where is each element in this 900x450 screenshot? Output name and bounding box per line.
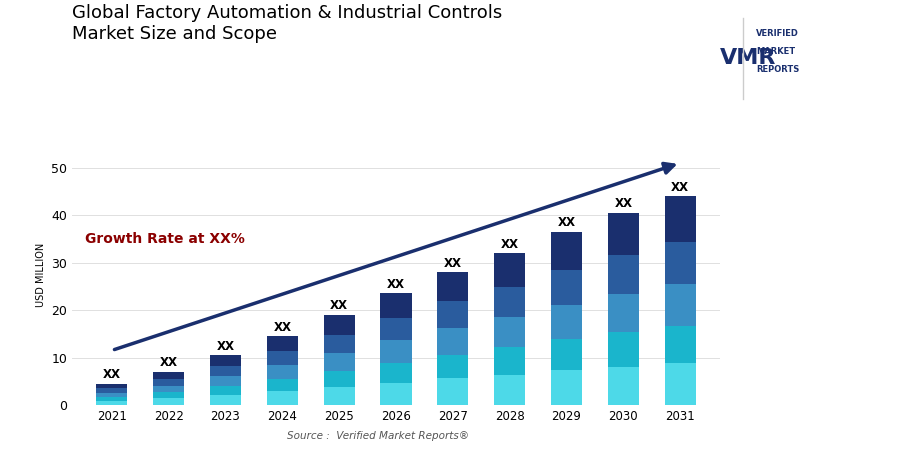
Bar <box>381 363 411 382</box>
Bar <box>664 196 696 242</box>
Text: MARKET: MARKET <box>756 47 795 56</box>
Bar <box>323 353 355 371</box>
Text: Growth Rate at XX%: Growth Rate at XX% <box>85 232 245 246</box>
Text: Source :  Verified Market Reports®: Source : Verified Market Reports® <box>287 431 469 441</box>
Bar <box>266 365 298 379</box>
Bar <box>153 398 184 405</box>
Bar <box>381 293 411 318</box>
Y-axis label: USD MILLION: USD MILLION <box>36 243 46 306</box>
Text: XX: XX <box>444 257 462 270</box>
Text: XX: XX <box>330 299 348 312</box>
Bar <box>608 332 639 367</box>
Bar <box>551 305 582 339</box>
Bar <box>381 318 411 340</box>
Bar <box>437 272 469 302</box>
Text: XX: XX <box>387 278 405 291</box>
Bar <box>494 287 526 317</box>
Bar <box>210 395 241 405</box>
Text: XX: XX <box>671 181 689 194</box>
Bar <box>266 336 298 351</box>
Bar <box>266 351 298 365</box>
Bar <box>266 379 298 391</box>
Bar <box>664 363 696 405</box>
Bar <box>153 392 184 398</box>
Bar <box>664 242 696 284</box>
Bar <box>494 375 526 405</box>
Bar <box>664 284 696 326</box>
Bar <box>210 366 241 376</box>
Bar <box>551 270 582 305</box>
Bar <box>153 379 184 386</box>
Bar <box>608 213 639 255</box>
Text: XX: XX <box>615 198 633 211</box>
Bar <box>96 401 128 405</box>
Bar <box>96 388 128 392</box>
Text: XX: XX <box>103 368 121 381</box>
Bar <box>96 397 128 401</box>
Bar <box>494 347 526 375</box>
Bar <box>551 339 582 370</box>
Text: REPORTS: REPORTS <box>756 65 799 74</box>
Text: VMR: VMR <box>720 49 777 68</box>
Bar <box>437 328 469 355</box>
Bar <box>323 371 355 387</box>
Bar <box>266 391 298 405</box>
Bar <box>323 315 355 335</box>
Bar <box>323 335 355 353</box>
Bar <box>381 382 411 405</box>
Bar <box>381 340 411 363</box>
Bar <box>494 253 526 287</box>
Text: XX: XX <box>500 238 518 251</box>
Bar <box>96 384 128 388</box>
Bar <box>210 386 241 395</box>
Bar <box>664 326 696 363</box>
Bar <box>210 376 241 386</box>
Bar <box>608 255 639 293</box>
Bar <box>494 317 526 347</box>
Text: Global Factory Automation & Industrial Controls
Market Size and Scope: Global Factory Automation & Industrial C… <box>72 4 502 43</box>
Text: XX: XX <box>159 356 177 369</box>
Bar <box>608 367 639 405</box>
Text: VERIFIED: VERIFIED <box>756 29 799 38</box>
Bar <box>551 370 582 405</box>
Bar <box>437 355 469 378</box>
Text: XX: XX <box>274 321 292 334</box>
Bar <box>437 378 469 405</box>
Bar <box>323 387 355 405</box>
Bar <box>608 293 639 332</box>
Bar <box>153 386 184 392</box>
Bar <box>96 392 128 397</box>
Bar <box>153 372 184 379</box>
Bar <box>437 302 469 328</box>
Text: XX: XX <box>557 216 575 230</box>
Bar <box>210 355 241 366</box>
Text: XX: XX <box>217 340 235 353</box>
Bar <box>551 232 582 270</box>
